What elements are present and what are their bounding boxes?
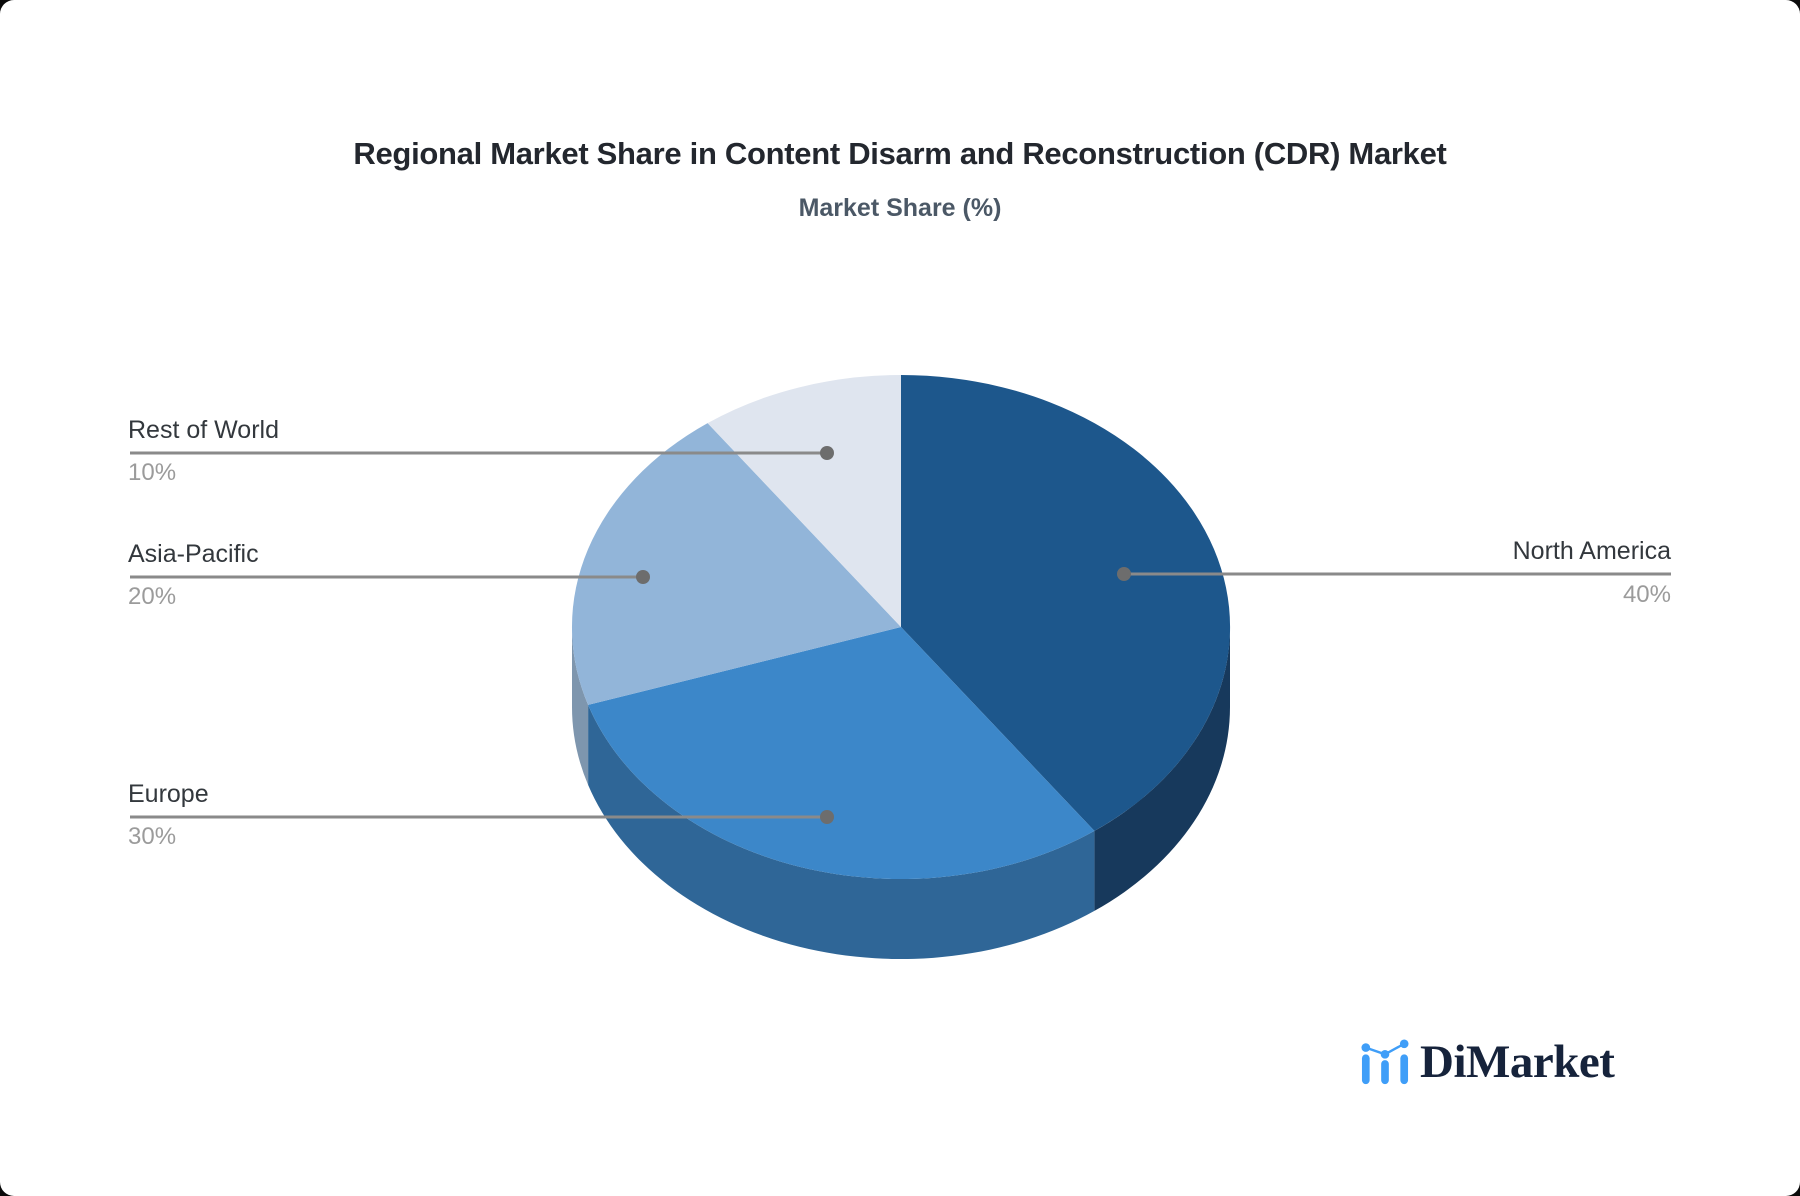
callout-dots xyxy=(636,446,1131,824)
slice-label-europe: Europe xyxy=(128,780,209,808)
callout-dot-rest-of-world xyxy=(820,446,834,460)
pie-3d-sides xyxy=(572,627,1230,960)
logo-wordmark: DiMarket xyxy=(1420,1036,1615,1088)
slice-label-rest-of-world: Rest of World xyxy=(128,416,279,444)
pie-slice-north-america[interactable] xyxy=(901,375,1231,831)
pie-slice-asia-pacific[interactable] xyxy=(571,423,901,705)
callout-lines xyxy=(130,451,1671,819)
slice-label-north-america: North America xyxy=(1512,537,1671,565)
slice-value-asia-pacific: 20% xyxy=(128,583,177,610)
dimarket-logo: DiMarket xyxy=(1360,1036,1615,1088)
callout-dot-north-america xyxy=(1117,567,1131,581)
callout-dot-asia-pacific xyxy=(636,570,650,584)
slice-value-rest-of-world: 10% xyxy=(128,459,177,486)
slice-label-asia-pacific: Asia-Pacific xyxy=(128,540,259,568)
bar-line-chart-icon xyxy=(1361,1039,1409,1085)
pie-side-north-america xyxy=(1094,627,1230,911)
callout-dot-europe xyxy=(820,810,834,824)
pie-slice-rest-of-world[interactable] xyxy=(707,375,901,627)
chart-title: Regional Market Share in Content Disarm … xyxy=(353,136,1447,171)
chart-subtitle: Market Share (%) xyxy=(798,194,1002,222)
slice-value-europe: 30% xyxy=(128,823,177,850)
pie-side-europe xyxy=(588,704,1095,960)
pie-slices xyxy=(571,375,1231,880)
slice-value-north-america: 40% xyxy=(1622,581,1671,608)
pie-side-asia-pacific xyxy=(572,627,589,785)
